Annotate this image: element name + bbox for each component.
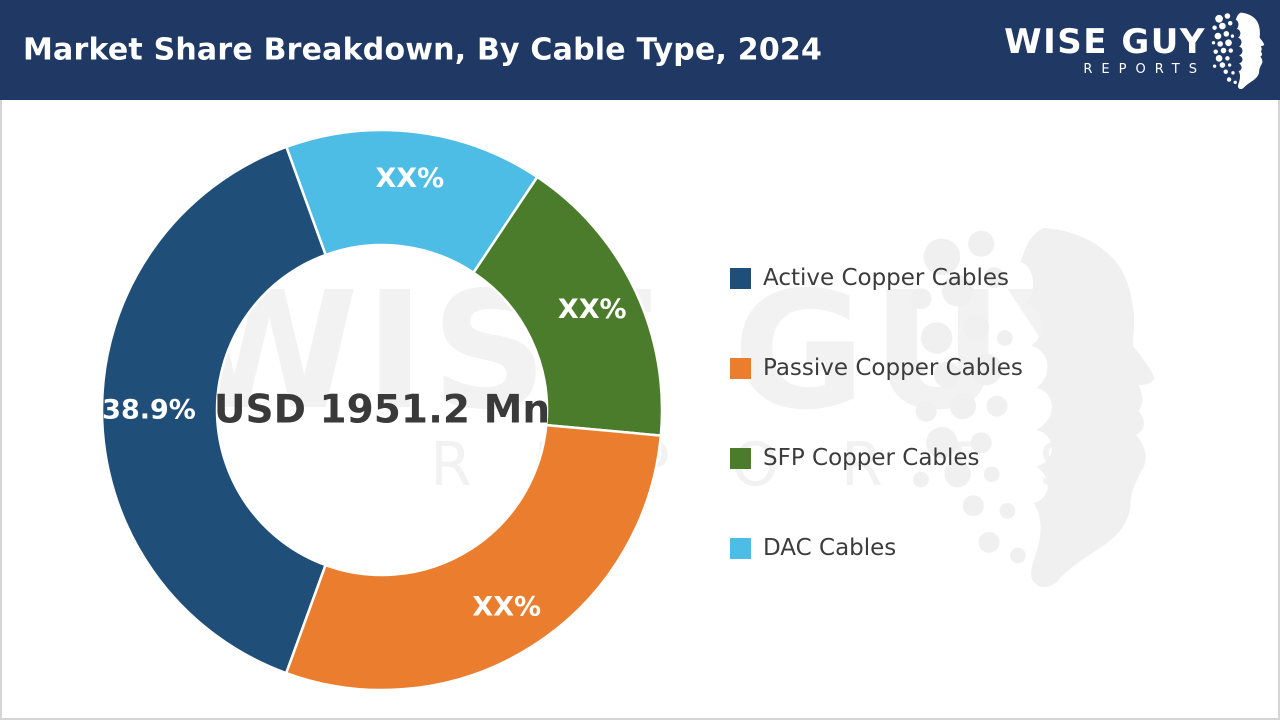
legend-label: Passive Copper Cables bbox=[763, 355, 1023, 381]
donut-segment bbox=[100, 145, 327, 675]
segment-value-label: XX% bbox=[558, 294, 627, 325]
segment-value-label: XX% bbox=[472, 591, 541, 622]
donut-segment bbox=[472, 175, 664, 437]
logo-face-icon bbox=[1210, 11, 1266, 89]
chart-area: WISE GUY REPORTS 38.9%XX%XX%XX% USD 1951… bbox=[0, 100, 1280, 720]
legend-swatch bbox=[730, 267, 751, 289]
legend-swatch bbox=[730, 447, 751, 469]
legend-label: DAC Cables bbox=[763, 535, 897, 561]
legend-swatch bbox=[730, 357, 751, 379]
logo-wordmark: WISE GUY REPORTS bbox=[1004, 25, 1206, 76]
header-bar: Market Share Breakdown, By Cable Type, 2… bbox=[0, 0, 1280, 100]
brand-logo: WISE GUY REPORTS bbox=[1004, 0, 1266, 100]
legend-label: SFP Copper Cables bbox=[763, 445, 980, 471]
legend-label: Active Copper Cables bbox=[763, 265, 1009, 291]
legend-item: SFP Copper Cables bbox=[730, 444, 1023, 472]
logo-name-text: WISE GUY bbox=[1004, 21, 1206, 62]
donut-center-value: USD 1951.2 Mn bbox=[213, 387, 551, 433]
page-title: Market Share Breakdown, By Cable Type, 2… bbox=[23, 32, 823, 68]
donut-segment bbox=[284, 423, 663, 692]
donut-chart: 38.9% XX% XX% XX% bbox=[100, 128, 664, 692]
logo-reports-text: REPORTS bbox=[1083, 61, 1206, 77]
legend: Active Copper Cables Passive Copper Cable… bbox=[730, 264, 1023, 624]
legend-item: Passive Copper Cables bbox=[730, 354, 1023, 382]
segment-value-label: 38.9% bbox=[102, 394, 196, 425]
legend-item: DAC Cables bbox=[730, 534, 1023, 562]
legend-item: Active Copper Cables bbox=[730, 264, 1023, 292]
segment-value-label: XX% bbox=[375, 163, 444, 194]
legend-swatch bbox=[730, 537, 751, 559]
